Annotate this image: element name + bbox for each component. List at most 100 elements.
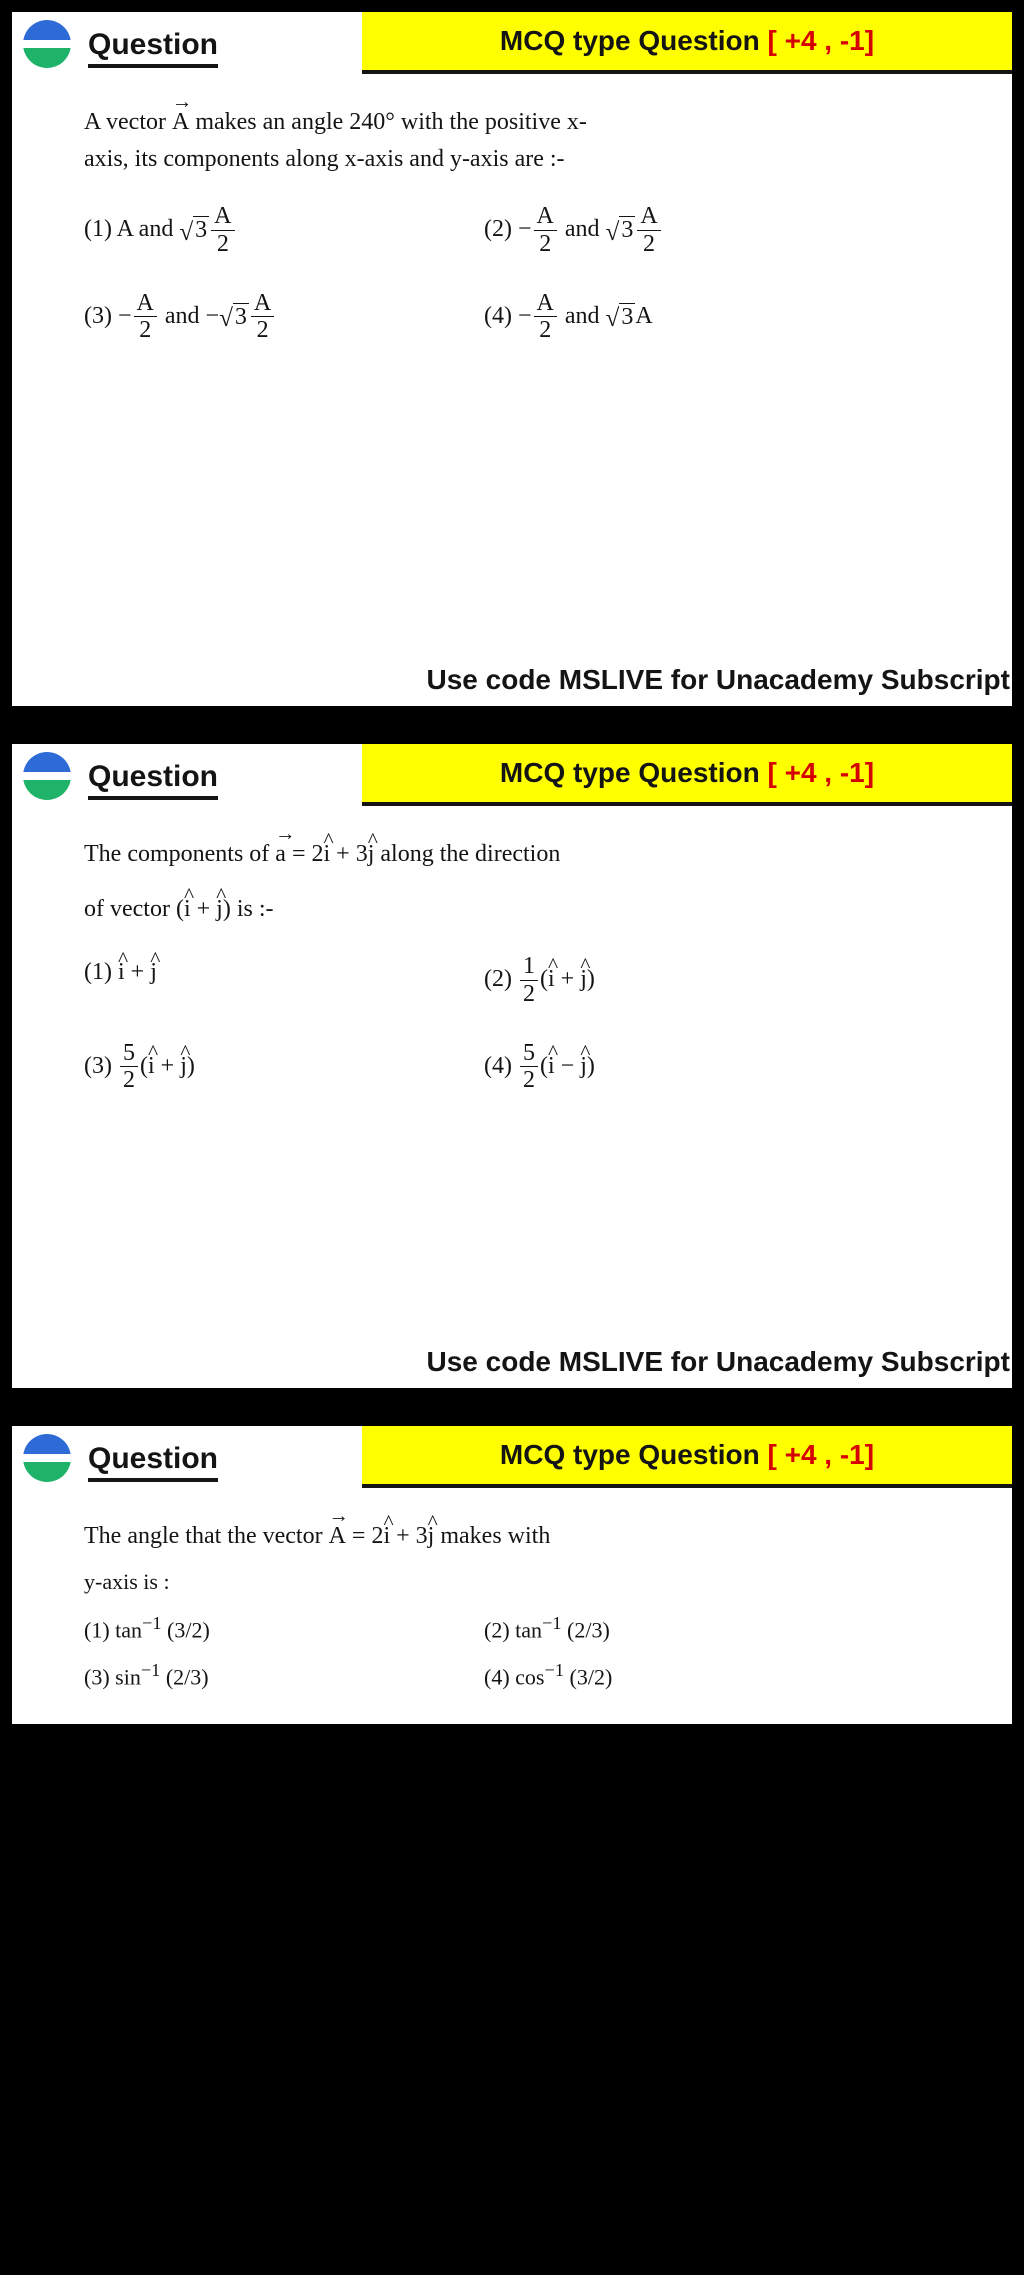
- fraction: 12: [520, 954, 538, 1007]
- option-2[interactable]: (2) 12(i + j): [484, 954, 844, 1007]
- opt-sup: −1: [542, 1613, 562, 1633]
- question-label: Question: [88, 1442, 218, 1482]
- slide-header: Question MCQ type Question [ +4 , -1]: [12, 12, 1012, 74]
- option-1[interactable]: (1) tan−1 (3/2): [84, 1609, 444, 1647]
- i-hat: i: [383, 1518, 390, 1555]
- opt-text: (4): [484, 303, 518, 329]
- question-stem: A vector A makes an angle 240° with the …: [84, 104, 952, 178]
- option-2[interactable]: (2) −A2 and √3A2: [484, 204, 844, 257]
- opt-text: (1): [84, 959, 118, 985]
- slide-header: Question MCQ type Question [ +4 , -1]: [12, 744, 1012, 806]
- stem-text: +: [191, 896, 217, 922]
- opt-arg: (3/2): [564, 1664, 612, 1689]
- vector-A: A: [172, 104, 189, 141]
- opt-sup: −1: [141, 1660, 161, 1680]
- mcq-prefix: MCQ type Question: [500, 757, 768, 788]
- j-hat: j: [216, 891, 223, 928]
- i-hat: i: [118, 954, 125, 991]
- mcq-banner: MCQ type Question [ +4 , -1]: [362, 1426, 1012, 1488]
- opt-text: +: [125, 959, 151, 985]
- sqrt-icon: √3: [219, 303, 249, 332]
- opt-text: and: [559, 303, 606, 329]
- stem-text: = 2: [346, 1523, 384, 1549]
- question-slide-1: Question MCQ type Question [ +4 , -1] A …: [12, 12, 1012, 706]
- question-label: Question: [88, 28, 218, 68]
- j-hat: j: [368, 836, 375, 873]
- fraction: A2: [534, 204, 557, 257]
- slide-header: Question MCQ type Question [ +4 , -1]: [12, 1426, 1012, 1488]
- fraction: A2: [134, 291, 157, 344]
- question-label: Question: [88, 760, 218, 800]
- option-3[interactable]: (3) sin−1 (2/3): [84, 1656, 444, 1694]
- logo-container: [12, 744, 82, 806]
- option-3[interactable]: (3) −A2 and −√3A2: [84, 291, 444, 344]
- option-3[interactable]: (3) 52(i + j): [84, 1041, 444, 1094]
- question-stem: The components of a = 2i + 3j along the …: [84, 836, 952, 928]
- stem-text: makes with: [434, 1523, 550, 1549]
- question-label-wrap: Question: [82, 1426, 362, 1488]
- opt-text: (3): [84, 1053, 118, 1079]
- mcq-text: MCQ type Question [ +4 , -1]: [500, 757, 874, 789]
- i-hat: i: [148, 1048, 155, 1085]
- mcq-text: MCQ type Question [ +4 , -1]: [500, 1439, 874, 1471]
- question-body: A vector A makes an angle 240° with the …: [12, 74, 1012, 664]
- opt-sup: −1: [544, 1660, 564, 1680]
- mcq-banner: MCQ type Question [ +4 , -1]: [362, 12, 1012, 74]
- opt-text: (2): [484, 966, 518, 992]
- option-1[interactable]: (1) A and √3A2: [84, 204, 444, 257]
- option-2[interactable]: (2) tan−1 (2/3): [484, 1609, 844, 1647]
- opt-text: (2): [484, 216, 518, 242]
- j-hat: j: [180, 1048, 187, 1085]
- option-4[interactable]: (4) 52(i − j): [484, 1041, 844, 1094]
- promo-footer: Use code MSLIVE for Unacademy Subscript: [12, 1346, 1012, 1388]
- question-body: The components of a = 2i + 3j along the …: [12, 806, 1012, 1346]
- i-hat: i: [548, 1048, 555, 1085]
- opt-text: and: [159, 303, 206, 329]
- stem-text: makes an angle 240° with the positive x-: [189, 109, 587, 135]
- stem-text: ) is :-: [223, 896, 274, 922]
- opt-arg: (3/2): [162, 1618, 210, 1643]
- stem-text: A vector: [84, 109, 172, 135]
- stem-text: axis, its components along x-axis and y-…: [84, 146, 565, 172]
- j-hat: j: [580, 1048, 587, 1085]
- logo-container: [12, 12, 82, 74]
- opt-text: (4): [484, 1053, 518, 1079]
- mcq-marks: [ +4 , -1]: [767, 1439, 874, 1470]
- vector-A: A: [329, 1518, 346, 1555]
- separator-bar: [0, 1388, 1024, 1414]
- stem-text: of vector (: [84, 896, 184, 922]
- option-4[interactable]: (4) −A2 and √3A: [484, 291, 844, 344]
- fraction: A2: [534, 291, 557, 344]
- option-1[interactable]: (1) i + j: [84, 954, 444, 1007]
- options-grid: (1) A and √3A2 (2) −A2 and √3A2 (3) −A2 …: [84, 204, 844, 343]
- options-grid: (1) i + j (2) 12(i + j) (3) 52(i + j) (4…: [84, 954, 844, 1093]
- fraction: A2: [251, 291, 274, 344]
- stem-text: The components of: [84, 841, 275, 867]
- sqrt-icon: √3: [606, 216, 636, 245]
- stem-text: + 3: [330, 841, 368, 867]
- opt-text: (4) cos: [484, 1664, 544, 1689]
- sqrt-icon: √3: [606, 303, 636, 332]
- stem-text: along the direction: [374, 841, 560, 867]
- fraction: 52: [520, 1041, 538, 1094]
- question-label-wrap: Question: [82, 12, 362, 74]
- opt-text: (1) tan: [84, 1618, 142, 1643]
- unacademy-logo-icon: [23, 20, 71, 68]
- j-hat: j: [428, 1518, 435, 1555]
- opt-text: A: [635, 303, 652, 329]
- sqrt-icon: √3: [179, 216, 209, 245]
- opt-text: (3) sin: [84, 1664, 141, 1689]
- vector-a: a: [275, 836, 286, 873]
- option-4[interactable]: (4) cos−1 (3/2): [484, 1656, 844, 1694]
- unacademy-logo-icon: [23, 752, 71, 800]
- i-hat: i: [548, 961, 555, 998]
- opt-sup: −1: [142, 1613, 162, 1633]
- separator-bar: [0, 706, 1024, 732]
- question-body: The angle that the vector A = 2i + 3j ma…: [12, 1488, 1012, 1724]
- mcq-marks: [ +4 , -1]: [767, 25, 874, 56]
- question-stem: The angle that the vector A = 2i + 3j ma…: [84, 1518, 952, 1555]
- mcq-prefix: MCQ type Question: [500, 25, 768, 56]
- mcq-banner: MCQ type Question [ +4 , -1]: [362, 744, 1012, 806]
- fraction: 52: [120, 1041, 138, 1094]
- fraction: A2: [211, 204, 234, 257]
